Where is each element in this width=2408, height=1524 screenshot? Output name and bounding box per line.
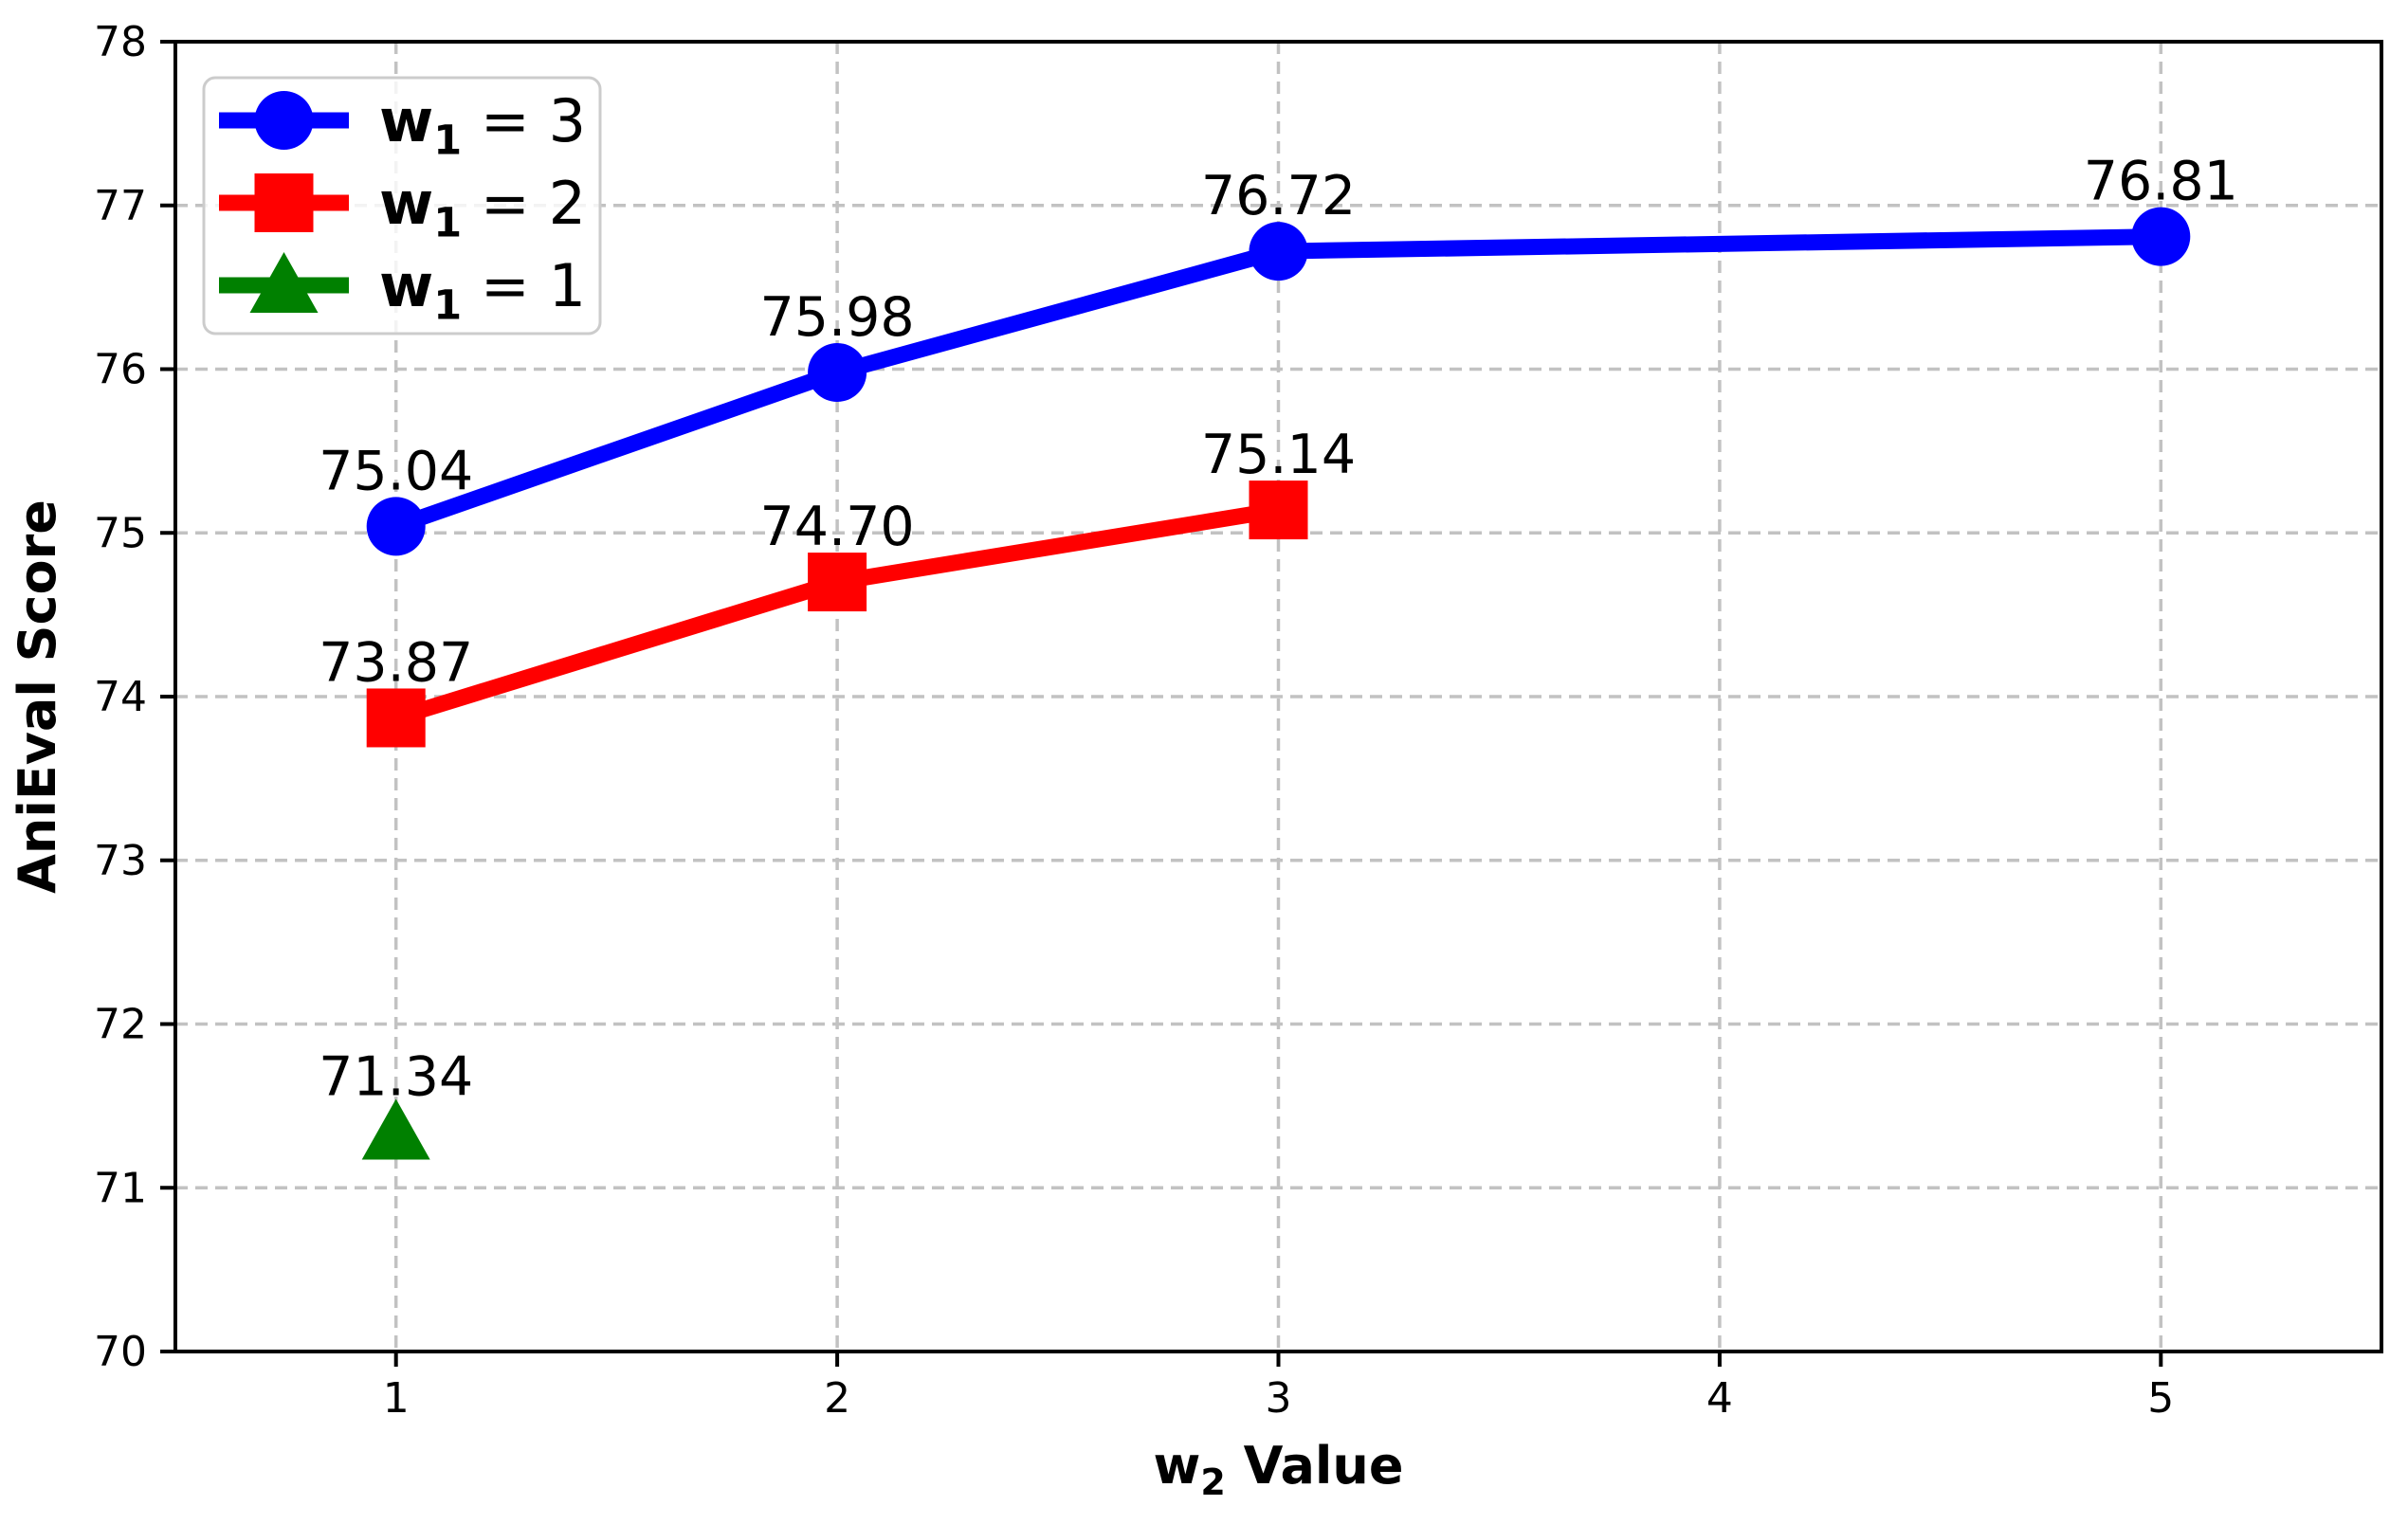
data-point-label: 74.70	[760, 496, 915, 558]
x-tick-label: 4	[1706, 1374, 1733, 1423]
data-point-label: 71.34	[319, 1046, 473, 1109]
y-tick-label: 75	[94, 509, 147, 557]
data-point-marker-circle	[808, 342, 867, 402]
x-tick-label: 2	[824, 1374, 850, 1423]
y-tick-label: 73	[94, 837, 147, 885]
series-line	[392, 228, 2162, 535]
data-point-marker-circle	[254, 91, 314, 150]
y-tick-label: 77	[94, 182, 147, 230]
x-tick-label: 3	[1266, 1374, 1292, 1423]
data-point-marker-square	[366, 688, 426, 748]
y-tick-label: 78	[94, 18, 147, 66]
data-point-marker-square	[254, 173, 314, 232]
data-point-label: 76.72	[1201, 165, 1356, 227]
x-axis-label: w2 Value	[1154, 1436, 1404, 1503]
data-point-marker-triangle	[361, 1098, 430, 1160]
y-tick-label: 72	[94, 1001, 147, 1049]
legend-item-label: w1 = 1	[379, 251, 586, 330]
y-tick-label: 76	[94, 346, 147, 394]
data-point-label: 73.87	[319, 631, 473, 694]
legend-item-label: w1 = 2	[379, 169, 586, 247]
data-point-marker-circle	[1249, 222, 1308, 281]
data-point-marker-circle	[366, 497, 426, 556]
legend-item-label: w1 = 3	[379, 86, 586, 165]
x-tick-label: 1	[383, 1374, 410, 1423]
data-point-label: 75.98	[760, 286, 915, 349]
data-point-label: 76.81	[2084, 151, 2238, 213]
data-point-label: 75.14	[1201, 424, 1356, 486]
y-tick-label: 74	[94, 673, 147, 721]
data-point-label: 75.04	[319, 440, 473, 502]
x-tick-label: 5	[2147, 1374, 2174, 1423]
data-point-marker-square	[808, 553, 867, 612]
data-point-marker-circle	[2131, 207, 2191, 266]
y-tick-label: 70	[94, 1328, 147, 1376]
data-point-marker-square	[1249, 481, 1308, 540]
y-tick-label: 71	[94, 1164, 147, 1212]
y-axis-label: AniEval Score	[8, 499, 67, 894]
data-point-marker-triangle	[249, 252, 319, 313]
